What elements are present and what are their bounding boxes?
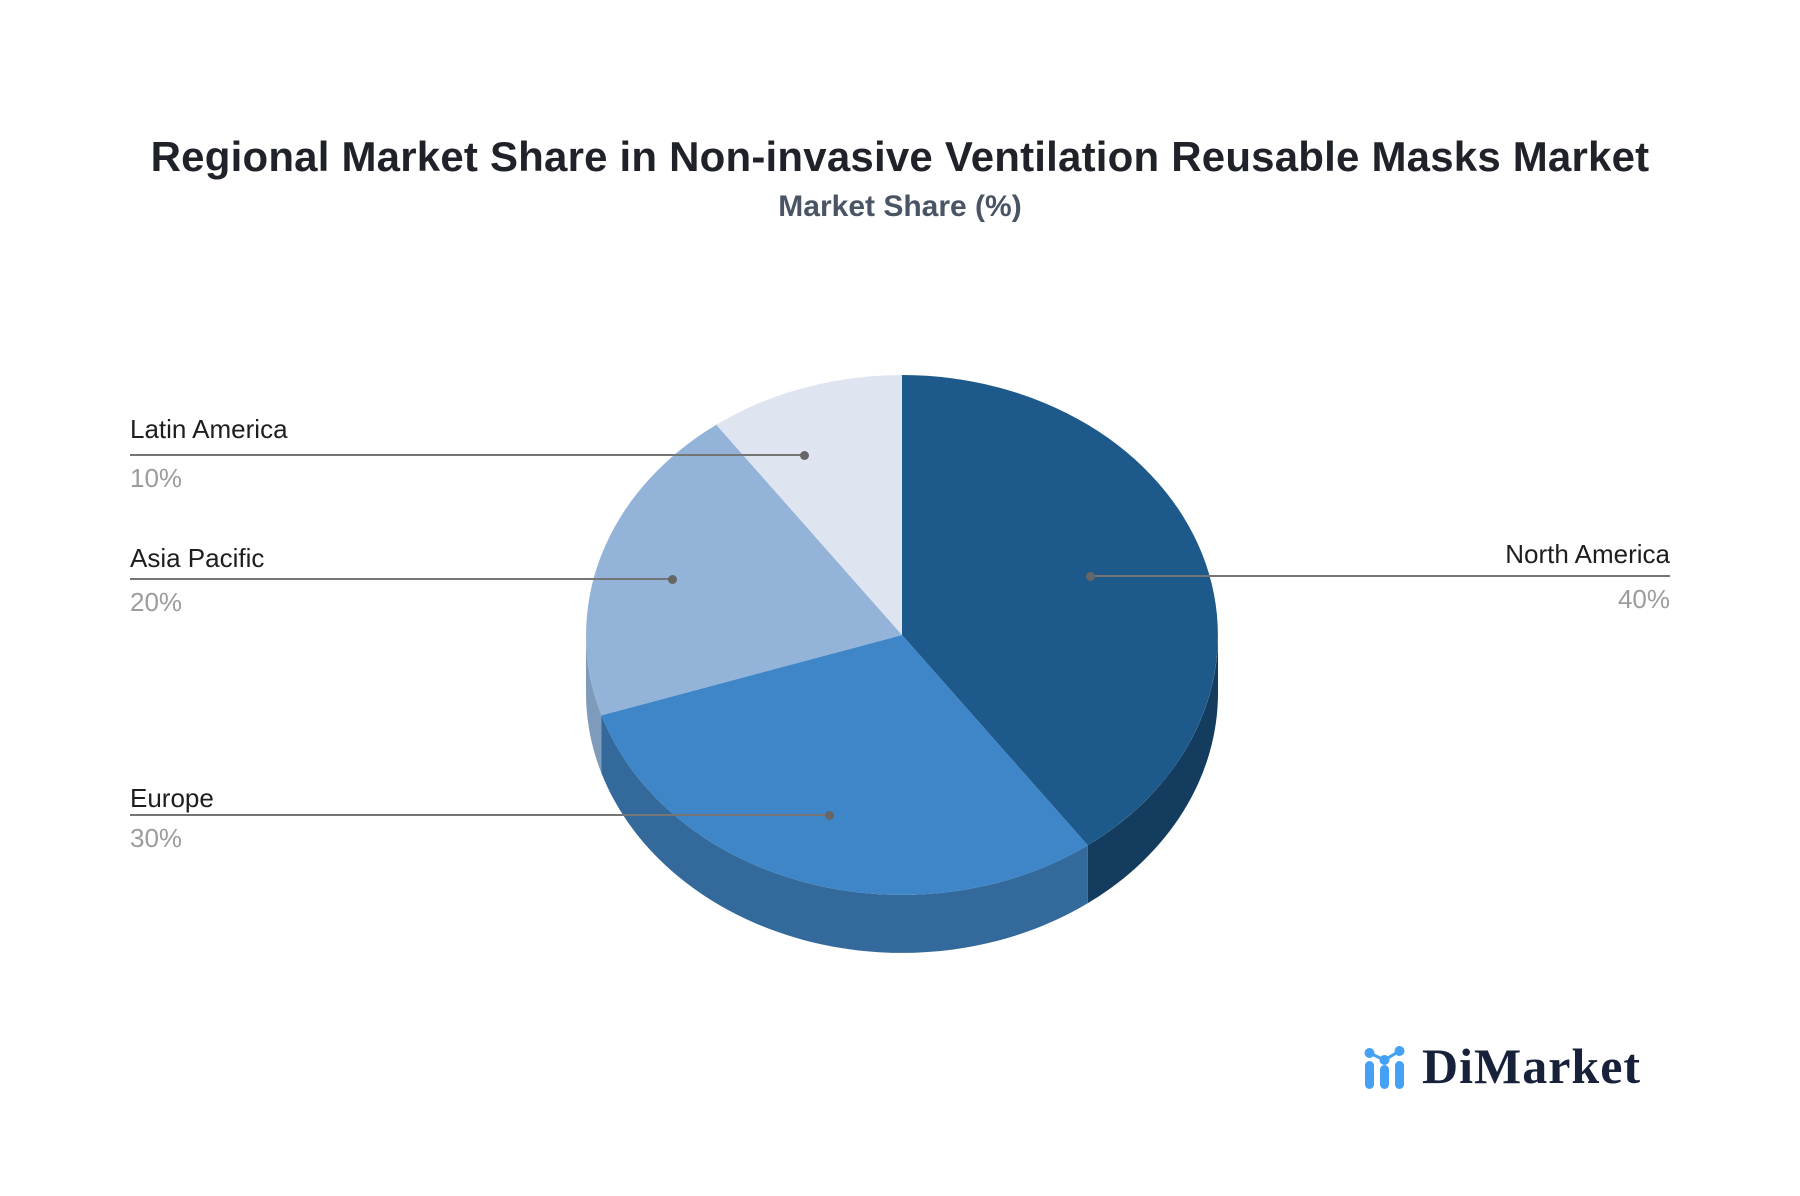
pie-slice-side-europe[interactable]	[601, 715, 1088, 953]
pie-slice-side-north-america[interactable]	[1087, 635, 1218, 904]
pie-slice-latin-america[interactable]	[716, 375, 902, 635]
leader-line-north-america	[1086, 571, 1670, 581]
leader-line-latin-america	[130, 450, 809, 460]
slice-value-latin-america: 10%	[130, 463, 183, 493]
slice-label-asia-pacific: Asia Pacific	[130, 543, 265, 573]
pie-slice-europe[interactable]	[601, 635, 1088, 895]
leader-line-europe	[130, 810, 834, 820]
pie-slice-north-america[interactable]	[902, 375, 1218, 846]
slice-value-asia-pacific: 20%	[130, 587, 183, 617]
slice-value-north-america: 40%	[1617, 584, 1670, 614]
slice-label-north-america: North America	[1505, 539, 1670, 569]
dimarket-logo: DiMarket	[1363, 1038, 1642, 1094]
slice-value-europe: 30%	[130, 823, 183, 853]
chart-title: Regional Market Share in Non-invasive Ve…	[150, 133, 1650, 180]
pie-slice-asia-pacific[interactable]	[586, 424, 902, 716]
slice-label-latin-america: Latin America	[130, 414, 288, 444]
logo-wordmark: DiMarket	[1422, 1038, 1642, 1094]
bar-chart-trend-icon	[1363, 1045, 1409, 1089]
pie-slice-side-asia-pacific[interactable]	[586, 635, 602, 774]
leader-line-asia-pacific	[130, 574, 677, 584]
chart-subtitle: Market Share (%)	[778, 190, 1022, 223]
slice-label-europe: Europe	[130, 783, 214, 813]
